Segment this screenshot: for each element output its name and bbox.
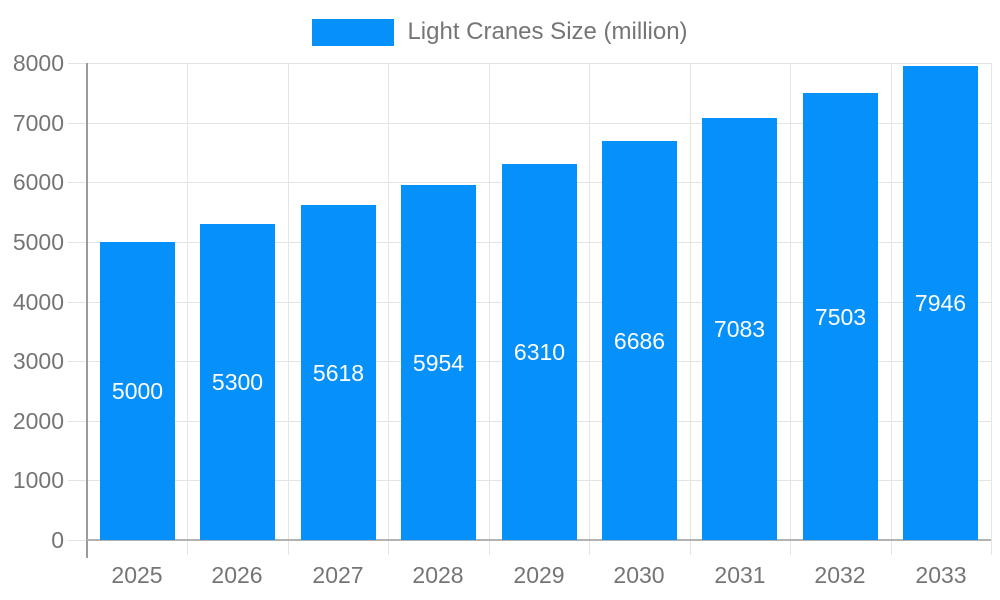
y-tick-label: 4000 <box>12 289 64 315</box>
bar <box>100 242 175 540</box>
bar <box>301 205 376 540</box>
x-tick-label: 2030 <box>613 562 665 588</box>
x-tick-label: 2026 <box>211 562 263 588</box>
x-tick-label: 2027 <box>312 562 364 588</box>
gridline-v <box>489 63 490 555</box>
x-tick-label: 2032 <box>814 562 866 588</box>
bar <box>401 185 476 540</box>
legend-swatch <box>312 18 395 46</box>
y-tick-label: 6000 <box>12 169 64 195</box>
y-tick-label: 1000 <box>12 467 64 493</box>
y-tick-label: 5000 <box>12 229 64 255</box>
bar-value-label: 5954 <box>412 350 465 376</box>
y-tick-label: 7000 <box>12 110 64 136</box>
y-tick-label: 8000 <box>12 50 64 76</box>
bar <box>803 93 878 540</box>
bar-value-label: 7503 <box>814 304 867 330</box>
gridline-h <box>68 63 991 64</box>
legend: Light Cranes Size (million) <box>0 18 1000 46</box>
gridline-v <box>891 63 892 555</box>
gridline-v <box>288 63 289 555</box>
gridline-v <box>187 63 188 555</box>
bar <box>602 141 677 540</box>
bar-value-label: 5000 <box>111 378 164 404</box>
gridline-v <box>589 63 590 555</box>
bar <box>903 66 978 540</box>
gridline-v <box>690 63 691 555</box>
bar <box>702 118 777 540</box>
legend-label: Light Cranes Size (million) <box>407 18 688 45</box>
gridline-v <box>991 63 992 555</box>
bar <box>200 224 275 540</box>
x-tick-label: 2025 <box>111 562 163 588</box>
bar-value-label: 6310 <box>513 339 566 365</box>
x-tick-label: 2029 <box>513 562 565 588</box>
x-tick-label: 2033 <box>915 562 967 588</box>
x-axis-line <box>87 539 991 541</box>
y-tick-label: 2000 <box>12 408 64 434</box>
y-tick-label: 0 <box>51 527 64 553</box>
x-tick-label: 2031 <box>714 562 766 588</box>
bar-value-label: 7083 <box>713 316 766 342</box>
bar-value-label: 5300 <box>211 369 264 395</box>
x-tick-label: 2028 <box>412 562 464 588</box>
gridline-v <box>388 63 389 555</box>
bar <box>502 164 577 540</box>
y-tick-label: 3000 <box>12 348 64 374</box>
y-axis-line <box>86 63 88 558</box>
gridline-v <box>790 63 791 555</box>
y-tick <box>68 540 87 541</box>
bar-value-label: 6686 <box>613 328 666 354</box>
bar-value-label: 7946 <box>914 290 967 316</box>
bar-value-label: 5618 <box>312 360 365 386</box>
gridline-h <box>68 123 991 124</box>
